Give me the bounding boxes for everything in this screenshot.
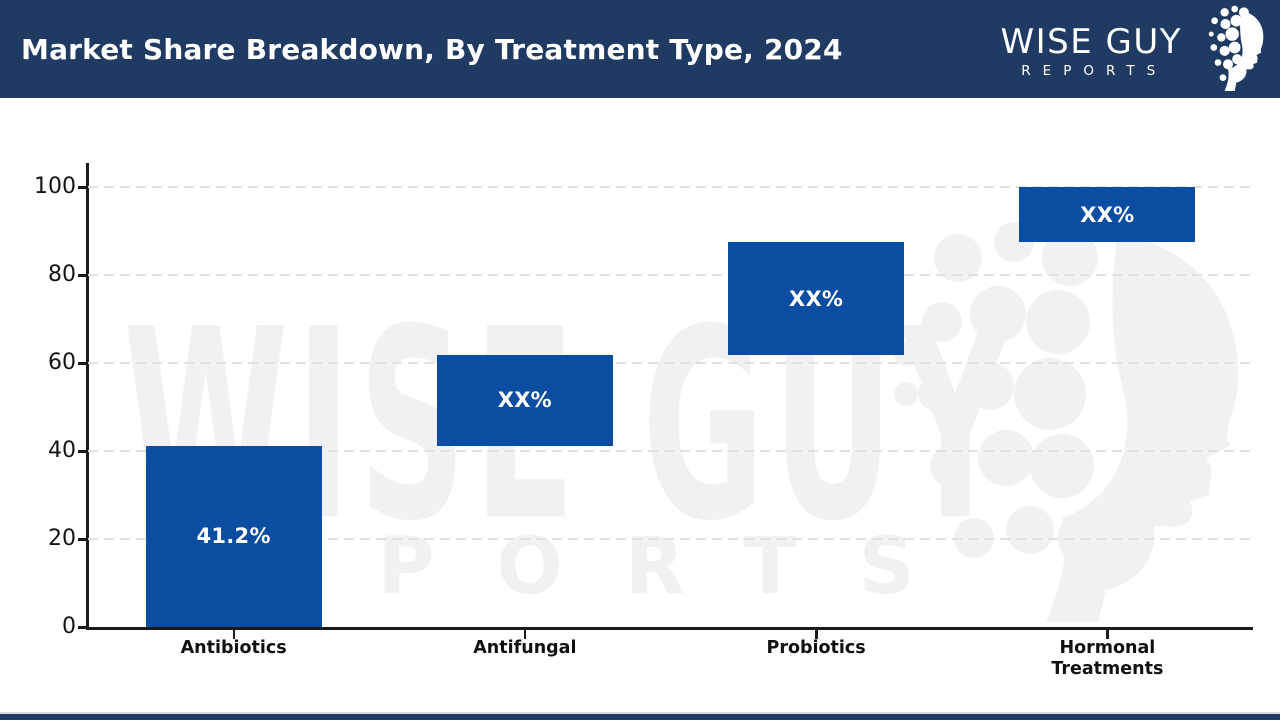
bar-hormonal-treatments: XX% — [1019, 187, 1196, 243]
wise-guy-reports-logo: WISE GUY REPORTS — [1000, 0, 1270, 98]
gridline-y-20 — [88, 538, 1253, 540]
bar-value-label: XX% — [497, 388, 553, 413]
category-label-0: Antibiotics — [180, 638, 287, 658]
header-bar: Market Share Breakdown, By Treatment Typ… — [0, 0, 1280, 98]
gridline-y-100 — [88, 186, 1253, 188]
x-tick-1 — [523, 630, 527, 639]
y-tick-label-40: 40 — [48, 438, 76, 463]
gridline-y-40 — [88, 450, 1253, 452]
y-tick-40 — [78, 450, 87, 453]
y-tick-label-0: 0 — [62, 614, 76, 639]
bar-value-label: 41.2% — [196, 524, 271, 549]
bar-value-label: XX% — [1080, 202, 1135, 227]
y-tick-100 — [78, 186, 87, 189]
y-tick-20 — [78, 538, 87, 541]
bar-probiotics: XX% — [728, 242, 905, 356]
bar-value-label: XX% — [788, 286, 844, 311]
y-tick-0 — [78, 626, 87, 629]
x-tick-3 — [1106, 630, 1109, 639]
logo-tagline: REPORTS — [1021, 63, 1168, 79]
page-title: Market Share Breakdown, By Treatment Typ… — [21, 32, 843, 66]
y-tick-80 — [78, 274, 87, 277]
category-label-2: Probiotics — [766, 638, 866, 658]
footer-navy-bar — [0, 714, 1280, 720]
y-tick-label-80: 80 — [48, 262, 76, 287]
category-label-1: Antifungal — [473, 638, 577, 658]
x-tick-0 — [232, 630, 236, 639]
y-axis-spine — [86, 163, 89, 629]
gridline-y-80 — [88, 274, 1253, 276]
y-tick-label-100: 100 — [34, 174, 76, 199]
logo-text: WISE GUY REPORTS — [1000, 25, 1182, 79]
y-tick-60 — [78, 362, 87, 365]
bar-antibiotics: 41.2% — [145, 445, 322, 627]
gridline-y-60 — [88, 362, 1253, 364]
x-axis-line — [86, 627, 1253, 630]
y-tick-label-60: 60 — [48, 350, 76, 375]
y-tick-label-20: 20 — [48, 526, 76, 551]
x-tick-2 — [815, 630, 818, 639]
logo-head-profile-icon — [1208, 5, 1264, 91]
footer-divider-line — [0, 712, 1280, 714]
bar-antifungal: XX% — [436, 355, 613, 446]
category-label-3: Hormonal Treatments — [1051, 638, 1164, 679]
logo-brand-name: WISE GUY — [1000, 22, 1182, 62]
